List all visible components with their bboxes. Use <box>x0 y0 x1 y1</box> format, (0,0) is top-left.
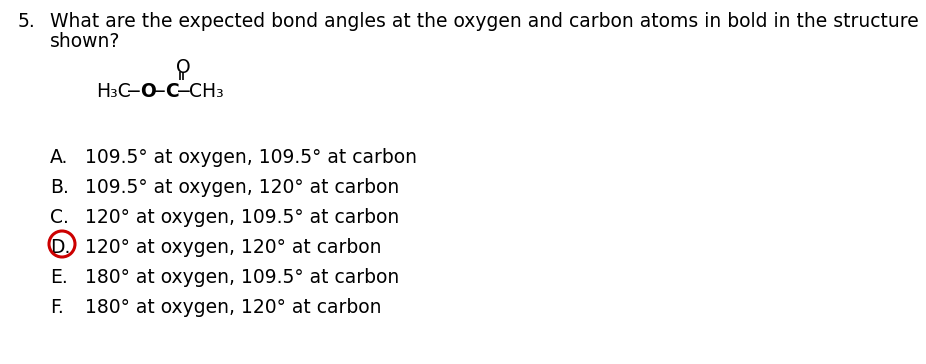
Text: 109.5° at oxygen, 109.5° at carbon: 109.5° at oxygen, 109.5° at carbon <box>85 148 417 167</box>
Text: 120° at oxygen, 109.5° at carbon: 120° at oxygen, 109.5° at carbon <box>85 208 399 227</box>
Text: 180° at oxygen, 120° at carbon: 180° at oxygen, 120° at carbon <box>85 298 382 317</box>
Text: F.: F. <box>50 298 64 317</box>
Text: C: C <box>165 82 179 101</box>
Text: 5.: 5. <box>18 12 36 31</box>
Text: −: − <box>151 82 167 101</box>
Text: A.: A. <box>50 148 69 167</box>
Text: O: O <box>140 82 156 101</box>
Text: −: − <box>176 82 192 101</box>
Text: −: − <box>126 82 142 101</box>
Text: H₃C: H₃C <box>96 82 131 101</box>
Text: 180° at oxygen, 109.5° at carbon: 180° at oxygen, 109.5° at carbon <box>85 268 399 287</box>
Text: 120° at oxygen, 120° at carbon: 120° at oxygen, 120° at carbon <box>85 238 382 257</box>
Text: D.: D. <box>50 238 70 257</box>
Text: C.: C. <box>50 208 69 227</box>
Text: 109.5° at oxygen, 120° at carbon: 109.5° at oxygen, 120° at carbon <box>85 178 399 197</box>
Text: CH₃: CH₃ <box>189 82 224 101</box>
Text: What are the expected bond angles at the oxygen and carbon atoms in bold in the : What are the expected bond angles at the… <box>50 12 919 31</box>
Text: E.: E. <box>50 268 68 287</box>
Text: O: O <box>176 58 191 77</box>
Text: shown?: shown? <box>50 32 120 51</box>
Text: B.: B. <box>50 178 69 197</box>
